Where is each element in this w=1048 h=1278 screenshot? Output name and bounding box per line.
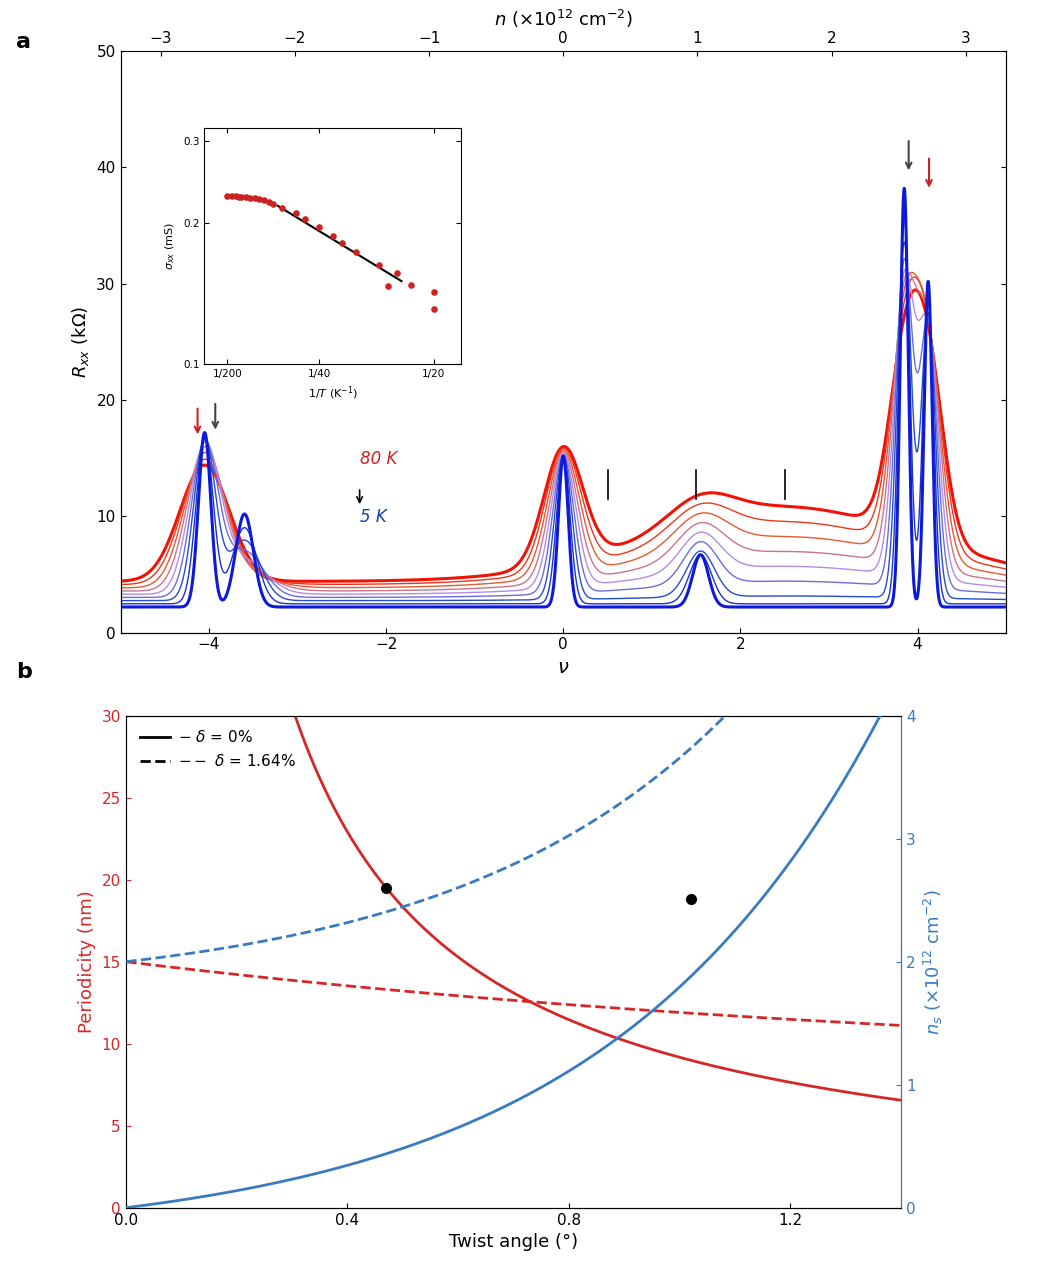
Point bbox=[237, 187, 254, 207]
Y-axis label: $n_s$ ($\times$10$^{12}$ cm$^{-2}$): $n_s$ ($\times$10$^{12}$ cm$^{-2}$) bbox=[921, 888, 944, 1035]
Text: 5 K: 5 K bbox=[359, 509, 387, 527]
Point bbox=[242, 188, 259, 208]
Y-axis label: Periodicity (nm): Periodicity (nm) bbox=[78, 891, 96, 1033]
X-axis label: $n$ ($\times$10$^{12}$ cm$^{-2}$): $n$ ($\times$10$^{12}$ cm$^{-2}$) bbox=[494, 8, 633, 29]
X-axis label: Twist angle (°): Twist angle (°) bbox=[449, 1233, 578, 1251]
Point bbox=[425, 281, 442, 302]
Y-axis label: $R_{xx}$ (k$\Omega$): $R_{xx}$ (k$\Omega$) bbox=[70, 305, 91, 378]
X-axis label: $\nu$: $\nu$ bbox=[558, 658, 569, 677]
Point bbox=[325, 226, 342, 247]
Point bbox=[333, 233, 350, 253]
Point bbox=[260, 192, 277, 212]
Text: 80 K: 80 K bbox=[359, 450, 397, 468]
Point bbox=[425, 299, 442, 320]
Point bbox=[265, 194, 282, 215]
Point bbox=[219, 185, 236, 206]
Point bbox=[379, 276, 396, 296]
Point bbox=[246, 188, 263, 208]
Y-axis label: $\sigma_{xx}$ (mS): $\sigma_{xx}$ (mS) bbox=[163, 222, 177, 270]
Point bbox=[370, 254, 387, 275]
Point bbox=[223, 185, 240, 206]
Point bbox=[287, 203, 304, 224]
X-axis label: $1/T$ (K$^{-1}$): $1/T$ (K$^{-1}$) bbox=[308, 385, 357, 403]
Point bbox=[347, 242, 364, 262]
Point bbox=[274, 198, 290, 219]
Text: b: b bbox=[16, 662, 31, 682]
Point bbox=[228, 185, 245, 206]
Point bbox=[231, 187, 247, 207]
Point bbox=[389, 262, 406, 282]
Text: a: a bbox=[16, 32, 30, 52]
Point bbox=[256, 190, 272, 211]
Point bbox=[233, 187, 249, 207]
Point bbox=[297, 210, 313, 230]
Point bbox=[310, 217, 327, 238]
Legend: $-$ $\delta$ = 0%, $- -$ $\delta$ = 1.64%: $-$ $\delta$ = 0%, $- -$ $\delta$ = 1.64… bbox=[133, 723, 302, 776]
Point bbox=[252, 189, 268, 210]
Point bbox=[402, 275, 419, 295]
